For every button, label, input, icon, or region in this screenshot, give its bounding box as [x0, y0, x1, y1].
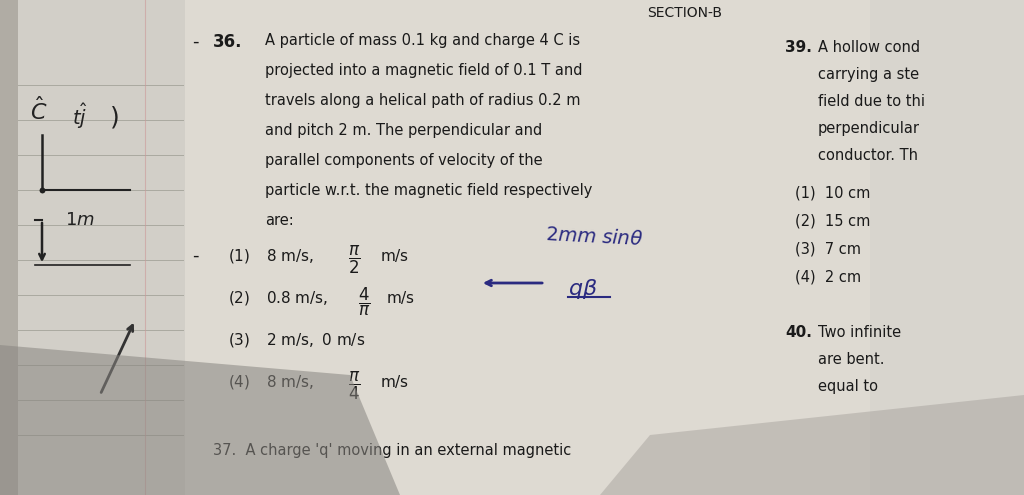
Text: 37.  A charge 'q' moving in an external magnetic: 37. A charge 'q' moving in an external m…: [213, 443, 571, 458]
Text: -: -: [193, 33, 199, 51]
Text: particle w.r.t. the magnetic field respectively: particle w.r.t. the magnetic field respe…: [265, 183, 592, 198]
Text: $\dfrac{\pi}{4}$: $\dfrac{\pi}{4}$: [348, 370, 360, 402]
Text: $(4)$: $(4)$: [228, 373, 250, 391]
Text: $(2)$: $(2)$: [228, 289, 250, 307]
Text: (4)  2 cm: (4) 2 cm: [795, 269, 861, 284]
Text: -: -: [193, 247, 199, 265]
Text: conductor. Th: conductor. Th: [818, 148, 918, 163]
Text: SECTION-B: SECTION-B: [647, 6, 723, 20]
Bar: [870, 0, 1024, 495]
Text: carrying a ste: carrying a ste: [818, 67, 920, 82]
Text: are bent.: are bent.: [818, 352, 885, 367]
Text: projected into a magnetic field of 0.1 T and: projected into a magnetic field of 0.1 T…: [265, 63, 583, 78]
Text: $\dfrac{\pi}{2}$: $\dfrac{\pi}{2}$: [348, 244, 360, 276]
Text: $1m$: $1m$: [65, 211, 95, 229]
Text: $2\ \mathrm{m/s},\ 0\ \mathrm{m/s}$: $2\ \mathrm{m/s},\ 0\ \mathrm{m/s}$: [266, 331, 366, 349]
Text: (3)  7 cm: (3) 7 cm: [795, 241, 861, 256]
Text: (1)  10 cm: (1) 10 cm: [795, 185, 870, 200]
Text: perpendicular: perpendicular: [818, 121, 920, 136]
Text: $\mathrm{m/s}$: $\mathrm{m/s}$: [380, 373, 410, 390]
Text: travels along a helical path of radius 0.2 m: travels along a helical path of radius 0…: [265, 93, 581, 108]
Text: A hollow cond: A hollow cond: [818, 40, 921, 55]
Text: $q\beta$: $q\beta$: [568, 277, 598, 301]
Text: $\hat{C}$: $\hat{C}$: [30, 96, 47, 124]
Polygon shape: [0, 345, 400, 495]
Text: field due to thi: field due to thi: [818, 94, 925, 109]
Text: $\mathrm{m/s}$: $\mathrm{m/s}$: [386, 289, 415, 306]
Text: equal to: equal to: [818, 379, 878, 394]
Text: $(1)$: $(1)$: [228, 247, 250, 265]
Text: parallel components of velocity of the: parallel components of velocity of the: [265, 153, 543, 168]
Bar: [0, 0, 185, 495]
Text: 36.: 36.: [213, 33, 243, 51]
Text: 40.: 40.: [785, 325, 812, 340]
Text: are:: are:: [265, 213, 294, 228]
Polygon shape: [600, 395, 1024, 495]
Text: A particle of mass 0.1 kg and charge 4 C is: A particle of mass 0.1 kg and charge 4 C…: [265, 33, 581, 48]
Text: $8\ \mathrm{m/s},\ $: $8\ \mathrm{m/s},\ $: [266, 247, 314, 265]
Text: 39.: 39.: [785, 40, 812, 55]
Text: $(3)$: $(3)$: [228, 331, 250, 349]
Text: $t\hat{j}$: $t\hat{j}$: [72, 101, 88, 131]
Text: $\mathrm{m/s}$: $\mathrm{m/s}$: [380, 247, 410, 264]
Text: $2mm\ sin\theta$: $2mm\ sin\theta$: [545, 225, 644, 249]
Text: ): ): [110, 106, 120, 130]
Text: $\dfrac{4}{\pi}$: $\dfrac{4}{\pi}$: [358, 286, 371, 318]
Text: and pitch 2 m. The perpendicular and: and pitch 2 m. The perpendicular and: [265, 123, 543, 138]
Text: Two infinite: Two infinite: [818, 325, 901, 340]
Bar: [0, 0, 18, 495]
Text: (2)  15 cm: (2) 15 cm: [795, 213, 870, 228]
Text: $0.8\ \mathrm{m/s},\ $: $0.8\ \mathrm{m/s},\ $: [266, 289, 328, 307]
Text: $8\ \mathrm{m/s},\ $: $8\ \mathrm{m/s},\ $: [266, 373, 314, 391]
